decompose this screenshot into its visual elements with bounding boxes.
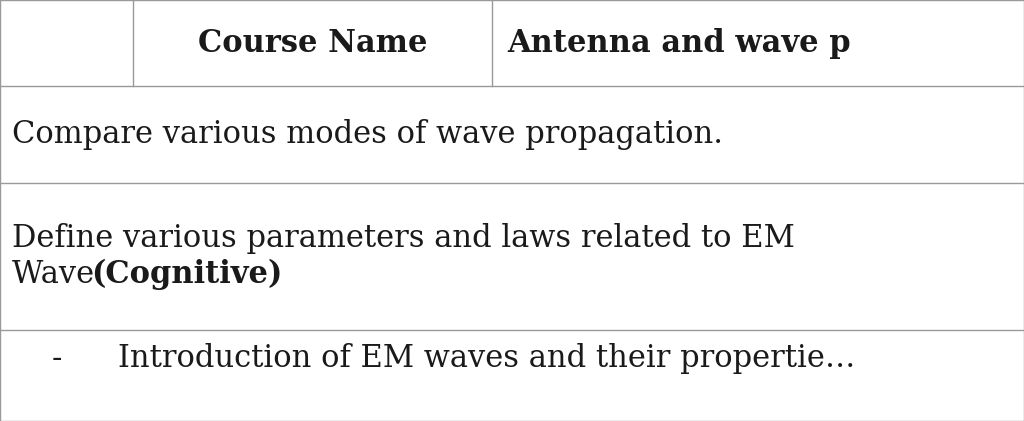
Text: Course Name: Course Name (198, 28, 427, 59)
Text: -: - (51, 344, 61, 374)
Text: Wave.: Wave. (12, 259, 114, 290)
Text: Define various parameters and laws related to EM: Define various parameters and laws relat… (12, 224, 795, 254)
Text: Introduction of EM waves and their propertie…: Introduction of EM waves and their prope… (118, 344, 855, 374)
Text: (Cognitive): (Cognitive) (91, 259, 283, 290)
Text: Antenna and wave p: Antenna and wave p (507, 28, 851, 59)
Text: Compare various modes of wave propagation.: Compare various modes of wave propagatio… (12, 119, 723, 150)
